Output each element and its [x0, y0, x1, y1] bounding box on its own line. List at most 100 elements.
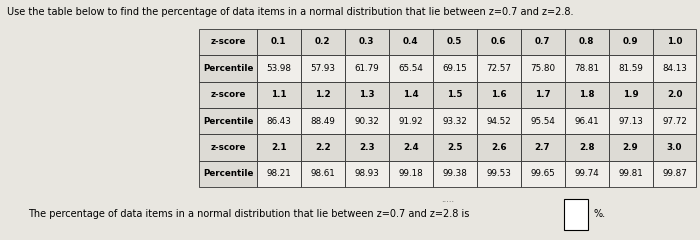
Bar: [564, 29, 608, 55]
Bar: [564, 108, 608, 134]
Bar: [652, 134, 696, 161]
Text: 1.1: 1.1: [271, 90, 286, 99]
Text: 69.15: 69.15: [442, 64, 467, 73]
Bar: [199, 29, 257, 55]
Bar: [433, 29, 477, 55]
Bar: [564, 134, 608, 161]
Bar: [257, 108, 300, 134]
Bar: [257, 29, 300, 55]
Text: 1.3: 1.3: [359, 90, 375, 99]
Text: 0.3: 0.3: [359, 37, 375, 47]
Text: 99.74: 99.74: [574, 169, 599, 179]
Text: 2.6: 2.6: [491, 143, 506, 152]
Text: 95.54: 95.54: [530, 117, 555, 126]
Bar: [521, 29, 564, 55]
Text: Use the table below to find the percentage of data items in a normal distributio: Use the table below to find the percenta…: [7, 7, 573, 17]
Bar: [199, 55, 257, 82]
Bar: [608, 55, 652, 82]
Text: 97.72: 97.72: [662, 117, 687, 126]
Text: 98.93: 98.93: [354, 169, 379, 179]
Bar: [433, 161, 477, 187]
Bar: [257, 134, 300, 161]
Bar: [300, 29, 344, 55]
Text: 0.2: 0.2: [315, 37, 330, 47]
Text: Percentile: Percentile: [203, 117, 253, 126]
Bar: [344, 108, 388, 134]
Text: 78.81: 78.81: [574, 64, 599, 73]
Bar: [344, 82, 388, 108]
Text: 72.57: 72.57: [486, 64, 511, 73]
Text: 99.65: 99.65: [530, 169, 555, 179]
Text: 81.59: 81.59: [618, 64, 643, 73]
Bar: [344, 55, 388, 82]
Text: 94.52: 94.52: [486, 117, 511, 126]
Text: 0.7: 0.7: [535, 37, 550, 47]
Bar: [477, 161, 521, 187]
Bar: [199, 82, 257, 108]
Text: 86.43: 86.43: [266, 117, 291, 126]
Text: 91.92: 91.92: [398, 117, 423, 126]
Bar: [257, 161, 300, 187]
Text: 2.8: 2.8: [579, 143, 594, 152]
Bar: [344, 29, 388, 55]
Bar: [564, 55, 608, 82]
Bar: [389, 82, 433, 108]
Text: 99.18: 99.18: [398, 169, 423, 179]
Text: 99.81: 99.81: [618, 169, 643, 179]
Bar: [564, 82, 608, 108]
Bar: [564, 199, 588, 230]
Bar: [652, 29, 696, 55]
Bar: [521, 82, 564, 108]
Text: 1.6: 1.6: [491, 90, 506, 99]
Text: 2.5: 2.5: [447, 143, 462, 152]
Bar: [389, 29, 433, 55]
Text: 88.49: 88.49: [310, 117, 335, 126]
Bar: [477, 29, 521, 55]
Text: 1.2: 1.2: [315, 90, 330, 99]
Text: z-score: z-score: [211, 143, 246, 152]
Bar: [300, 82, 344, 108]
Text: 98.21: 98.21: [266, 169, 291, 179]
Bar: [344, 161, 388, 187]
Text: 99.87: 99.87: [662, 169, 687, 179]
Text: 2.1: 2.1: [271, 143, 286, 152]
Bar: [300, 55, 344, 82]
Bar: [564, 161, 608, 187]
Text: Percentile: Percentile: [203, 64, 253, 73]
Bar: [608, 161, 652, 187]
Text: Percentile: Percentile: [203, 169, 253, 179]
Text: 65.54: 65.54: [398, 64, 423, 73]
Text: 0.9: 0.9: [623, 37, 638, 47]
Text: 93.32: 93.32: [442, 117, 467, 126]
Text: z-score: z-score: [211, 90, 246, 99]
Bar: [477, 108, 521, 134]
Bar: [389, 108, 433, 134]
Text: 1.8: 1.8: [579, 90, 594, 99]
Bar: [477, 82, 521, 108]
Text: 2.0: 2.0: [667, 90, 682, 99]
Text: .....: .....: [442, 195, 454, 204]
Bar: [433, 55, 477, 82]
Text: The percentage of data items in a normal distribution that lie between z=0.7 and: The percentage of data items in a normal…: [28, 209, 470, 219]
Text: 2.9: 2.9: [623, 143, 638, 152]
Text: 57.93: 57.93: [310, 64, 335, 73]
Bar: [199, 108, 257, 134]
Text: 2.2: 2.2: [315, 143, 330, 152]
Bar: [652, 82, 696, 108]
Bar: [199, 161, 257, 187]
Text: %.: %.: [594, 209, 606, 219]
Text: 75.80: 75.80: [530, 64, 555, 73]
Bar: [608, 29, 652, 55]
Text: 1.0: 1.0: [667, 37, 682, 47]
Bar: [257, 55, 300, 82]
Bar: [257, 82, 300, 108]
Bar: [477, 55, 521, 82]
Text: 0.8: 0.8: [579, 37, 594, 47]
Bar: [344, 134, 388, 161]
Text: 98.61: 98.61: [310, 169, 335, 179]
Bar: [608, 82, 652, 108]
Text: 2.3: 2.3: [359, 143, 375, 152]
Text: 97.13: 97.13: [618, 117, 643, 126]
Text: 99.38: 99.38: [442, 169, 467, 179]
Text: 1.4: 1.4: [402, 90, 419, 99]
